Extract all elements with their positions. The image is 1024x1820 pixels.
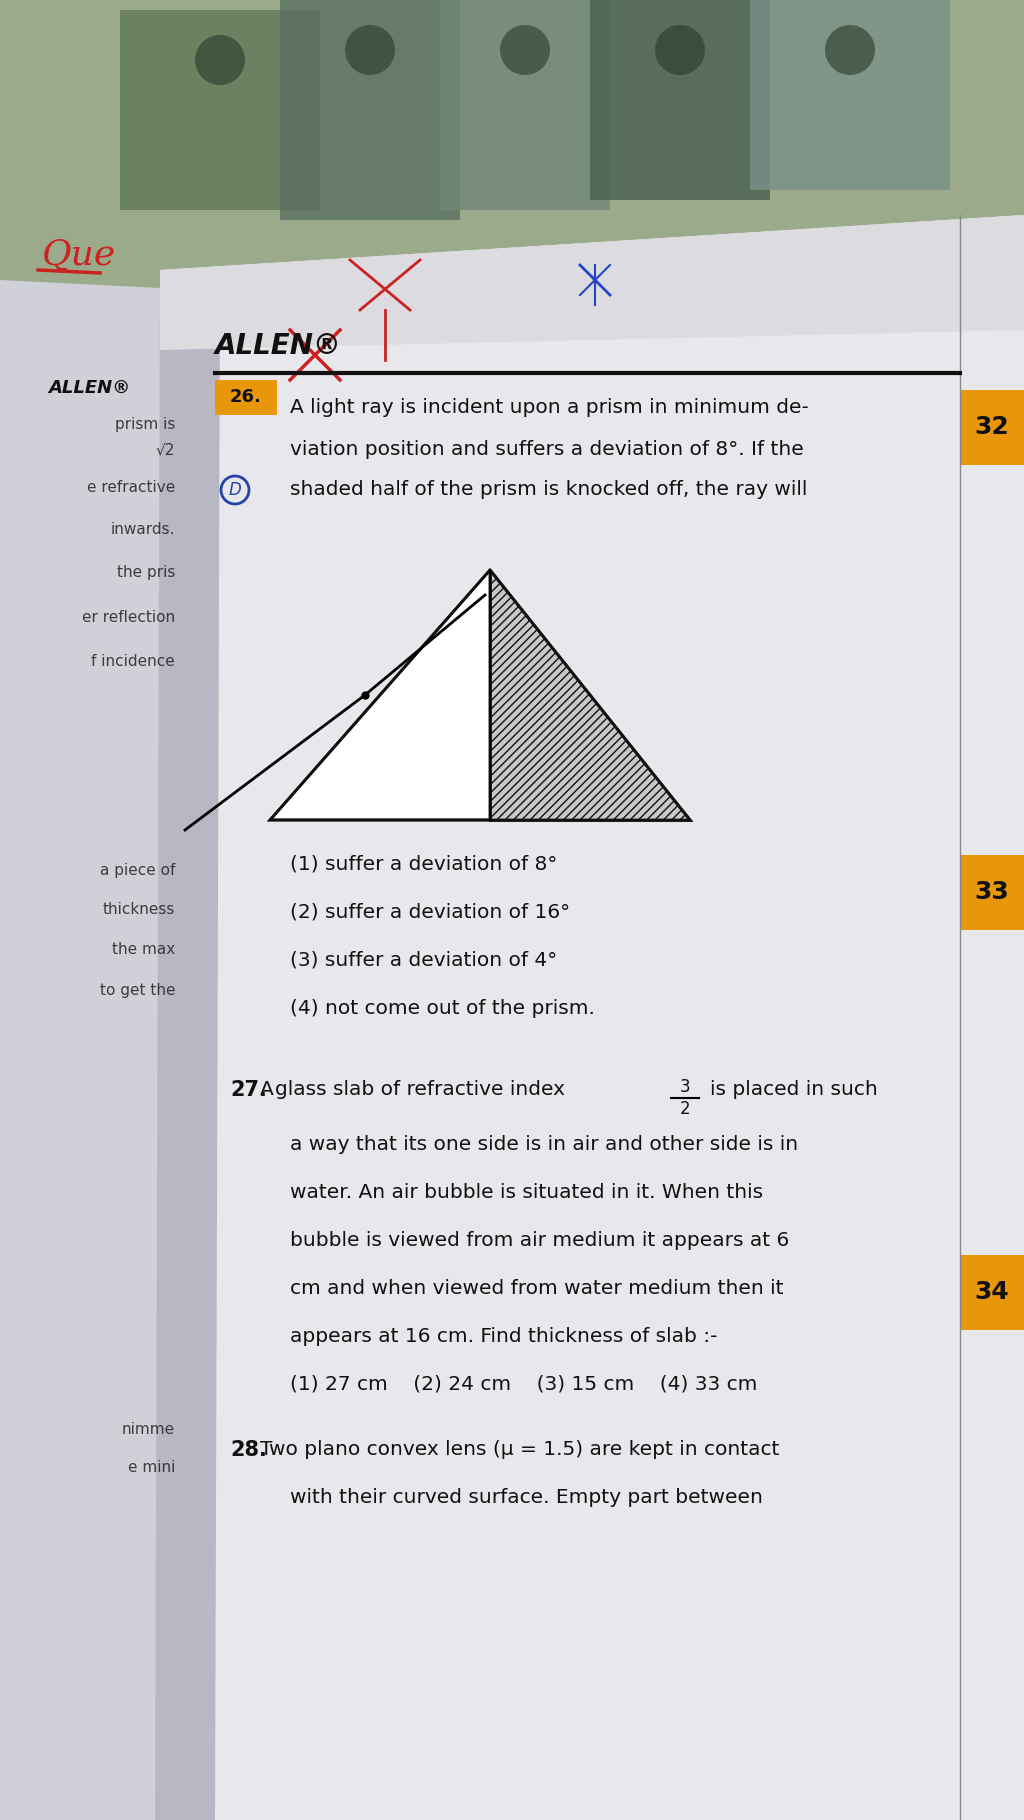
Text: 32: 32: [975, 415, 1010, 439]
Circle shape: [655, 25, 705, 75]
Text: water. An air bubble is situated in it. When this: water. An air bubble is situated in it. …: [290, 1183, 763, 1201]
Circle shape: [345, 25, 395, 75]
Text: (3) suffer a deviation of 4°: (3) suffer a deviation of 4°: [290, 952, 557, 970]
Text: (2) suffer a deviation of 16°: (2) suffer a deviation of 16°: [290, 903, 570, 923]
Polygon shape: [750, 0, 950, 189]
Text: a way that its one side is in air and other side is in: a way that its one side is in air and ot…: [290, 1136, 798, 1154]
Polygon shape: [490, 570, 690, 821]
Text: (4) not come out of the prism.: (4) not come out of the prism.: [290, 999, 595, 1017]
Polygon shape: [961, 855, 1024, 930]
Polygon shape: [0, 280, 200, 1820]
Polygon shape: [280, 0, 460, 220]
Text: 3: 3: [680, 1077, 690, 1096]
Circle shape: [500, 25, 550, 75]
Text: cm and when viewed from water medium then it: cm and when viewed from water medium the…: [290, 1279, 783, 1298]
Text: A light ray is incident upon a prism in minimum de-: A light ray is incident upon a prism in …: [290, 399, 809, 417]
Text: is placed in such: is placed in such: [710, 1079, 878, 1099]
Circle shape: [195, 35, 245, 86]
Text: e refractive: e refractive: [87, 480, 175, 495]
Text: (1) suffer a deviation of 8°: (1) suffer a deviation of 8°: [290, 855, 557, 874]
Text: a piece of: a piece of: [99, 863, 175, 877]
Text: inwards.: inwards.: [111, 522, 175, 537]
Text: shaded half of the prism is knocked off, the ray will: shaded half of the prism is knocked off,…: [290, 480, 807, 499]
Text: 33: 33: [975, 881, 1010, 905]
Text: ALLEN®: ALLEN®: [48, 379, 130, 397]
Polygon shape: [590, 0, 770, 200]
Polygon shape: [961, 389, 1024, 464]
Text: nimme: nimme: [122, 1423, 175, 1438]
Polygon shape: [440, 0, 610, 209]
Text: thickness: thickness: [102, 903, 175, 917]
Text: the pris: the pris: [117, 564, 175, 579]
Text: the max: the max: [112, 943, 175, 957]
Text: 28.: 28.: [230, 1440, 267, 1460]
Text: A: A: [260, 1079, 273, 1099]
Text: 27.: 27.: [230, 1079, 267, 1099]
Text: prism is: prism is: [115, 417, 175, 433]
Text: appears at 16 cm. Find thickness of slab :-: appears at 16 cm. Find thickness of slab…: [290, 1327, 718, 1347]
Text: 26.: 26.: [230, 388, 262, 406]
Polygon shape: [160, 215, 1024, 349]
Text: er reflection: er reflection: [82, 610, 175, 626]
Text: √2: √2: [156, 442, 175, 457]
Polygon shape: [270, 570, 490, 821]
Text: Two plano convex lens (μ = 1.5) are kept in contact: Two plano convex lens (μ = 1.5) are kept…: [260, 1440, 779, 1460]
Text: 34: 34: [975, 1279, 1010, 1303]
Text: Que: Que: [42, 238, 117, 271]
Text: viation position and suffers a deviation of 8°. If the: viation position and suffers a deviation…: [290, 440, 804, 459]
Text: ALLEN®: ALLEN®: [215, 331, 342, 360]
Text: D: D: [228, 480, 242, 499]
Text: bubble is viewed from air medium it appears at 6: bubble is viewed from air medium it appe…: [290, 1230, 790, 1250]
Text: 2: 2: [680, 1099, 690, 1117]
Circle shape: [825, 25, 874, 75]
Text: f incidence: f incidence: [91, 655, 175, 670]
Polygon shape: [160, 215, 1024, 1820]
Text: to get the: to get the: [99, 983, 175, 997]
Text: (1) 27 cm    (2) 24 cm    (3) 15 cm    (4) 33 cm: (1) 27 cm (2) 24 cm (3) 15 cm (4) 33 cm: [290, 1374, 758, 1394]
Polygon shape: [961, 1256, 1024, 1330]
Text: glass slab of refractive index: glass slab of refractive index: [275, 1079, 565, 1099]
Text: e mini: e mini: [128, 1460, 175, 1476]
Polygon shape: [215, 380, 278, 415]
Polygon shape: [120, 9, 319, 209]
Polygon shape: [155, 269, 220, 1820]
Polygon shape: [0, 0, 1024, 309]
Text: with their curved surface. Empty part between: with their curved surface. Empty part be…: [290, 1489, 763, 1507]
